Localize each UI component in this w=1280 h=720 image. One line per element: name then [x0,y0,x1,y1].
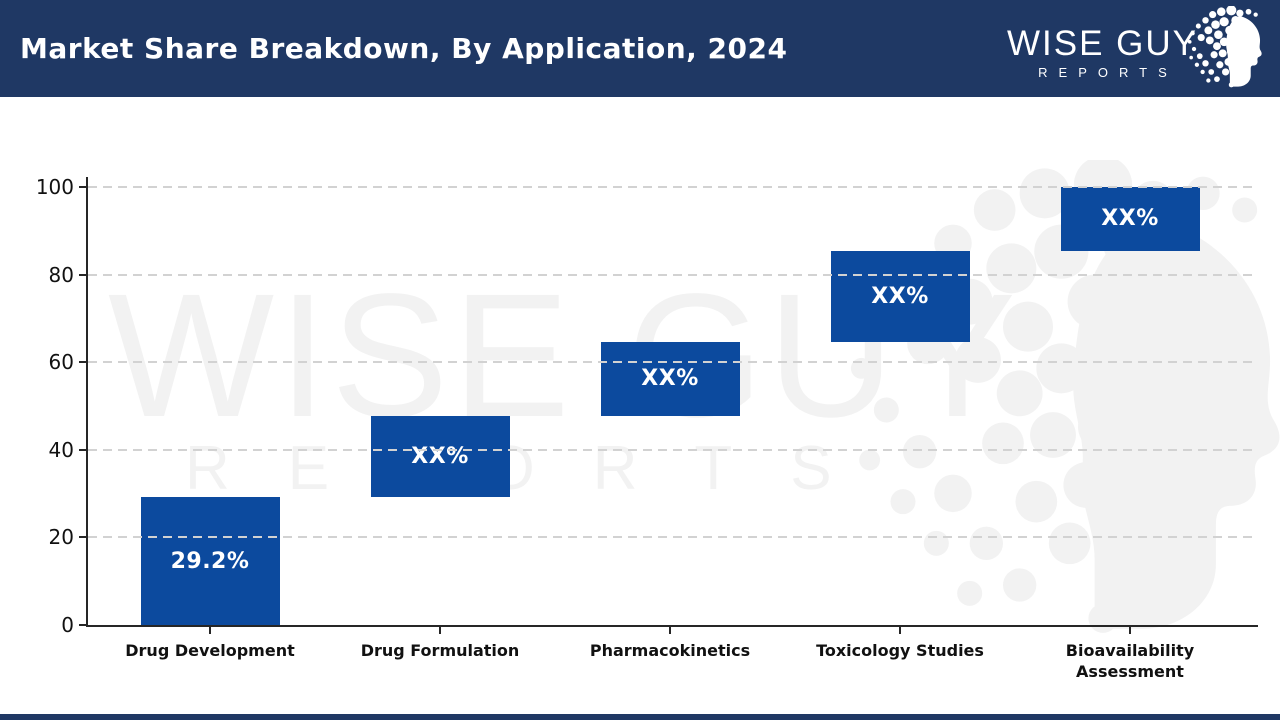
x-tick-mark [209,627,211,634]
bar: XX% [1060,187,1200,251]
y-tick-mark [79,361,86,364]
bar: 29.2% [140,497,280,625]
watermark-text-reports: REPORTS [185,434,890,503]
x-axis-label: Toxicology Studies [816,641,984,660]
logo-subtitle: REPORTS [1038,64,1178,80]
y-tick-mark [79,273,86,276]
footer-bar [0,714,1280,720]
wise-guy-logo: WISE GUY REPORTS [1007,6,1270,92]
logo-wordmark: WISE GUY [1006,23,1198,63]
y-tick-mark [79,448,86,451]
gridline [88,448,1258,451]
y-tick-label: 0 [61,613,74,637]
bar: XX% [830,250,970,343]
page-title: Market Share Breakdown, By Application, … [20,32,788,65]
x-axis-label: Pharmacokinetics [589,641,751,660]
y-tick-label: 80 [48,262,74,287]
header: Market Share Breakdown, By Application, … [0,0,1280,97]
y-tick-label: 40 [48,437,74,462]
y-tick-mark [79,624,86,626]
y-tick-label: 100 [35,175,74,199]
gridline [88,186,1258,188]
bar-value-label: XX% [411,443,469,469]
gridline [88,361,1258,364]
y-tick-label: 60 [48,350,74,375]
y-tick-mark [79,536,86,539]
bar: XX% [370,415,510,498]
logo-text: WISE GUY REPORTS [1007,26,1198,79]
y-tick-label: 20 [48,525,74,550]
gridline [88,536,1258,539]
x-tick-mark [899,627,901,634]
bar: XX% [600,342,740,416]
bar-value-label: XX% [641,366,699,392]
bar-value-label: XX% [1101,206,1159,232]
bar-value-label: 29.2% [170,548,250,574]
x-tick-mark [439,627,441,634]
y-tick-mark [79,186,86,188]
x-tick-mark [1129,627,1131,634]
bar-value-label: XX% [871,283,929,309]
y-axis-spine [86,177,88,627]
watermark-head-icon [850,160,1280,633]
logo-head-icon [1187,6,1262,88]
gridline [88,273,1258,276]
x-axis-label: Drug Development [125,641,295,660]
x-axis-spine [86,625,1258,627]
x-axis-label: Bioavailability Assessment [1065,641,1195,681]
x-axis-label: Drug Formulation [360,641,520,660]
x-tick-mark [669,627,671,634]
